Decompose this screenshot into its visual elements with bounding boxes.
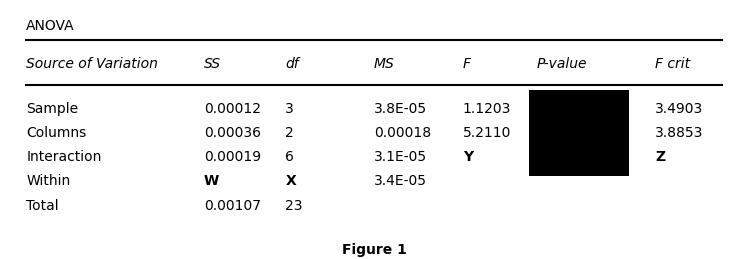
Text: Figure 1: Figure 1 [342,243,406,257]
Text: 2: 2 [285,126,294,140]
Text: SS: SS [204,57,221,71]
Text: df: df [285,57,299,71]
Text: 3.8E-05: 3.8E-05 [374,102,427,116]
Text: ANOVA: ANOVA [26,19,75,33]
Text: 5.2110: 5.2110 [463,126,511,140]
Text: 3.8853: 3.8853 [655,126,703,140]
Text: 3: 3 [285,102,294,116]
Text: Within: Within [26,174,70,188]
Text: F crit: F crit [655,57,690,71]
Text: 0.00107: 0.00107 [204,199,261,213]
Text: Interaction: Interaction [26,150,102,164]
Text: 6: 6 [285,150,294,164]
Text: Total: Total [26,199,59,213]
Text: Z: Z [655,150,665,164]
Text: Sample: Sample [26,102,79,116]
Text: F: F [463,57,470,71]
Text: 3.4903: 3.4903 [655,102,703,116]
Text: 0.00019: 0.00019 [204,150,261,164]
Text: MS: MS [374,57,395,71]
Text: Y: Y [463,150,473,164]
Text: 0.00036: 0.00036 [204,126,261,140]
Text: 3.1E-05: 3.1E-05 [374,150,427,164]
Text: X: X [285,174,296,188]
Text: P-value: P-value [537,57,587,71]
Text: 0.00012: 0.00012 [204,102,261,116]
Text: W: W [204,174,219,188]
Text: 0.00018: 0.00018 [374,126,431,140]
Text: Source of Variation: Source of Variation [26,57,159,71]
Text: 3.4E-05: 3.4E-05 [374,174,427,188]
Bar [530,90,629,176]
Text: 1.1203: 1.1203 [463,102,511,116]
Text: 23: 23 [285,199,303,213]
Text: Columns: Columns [26,126,87,140]
